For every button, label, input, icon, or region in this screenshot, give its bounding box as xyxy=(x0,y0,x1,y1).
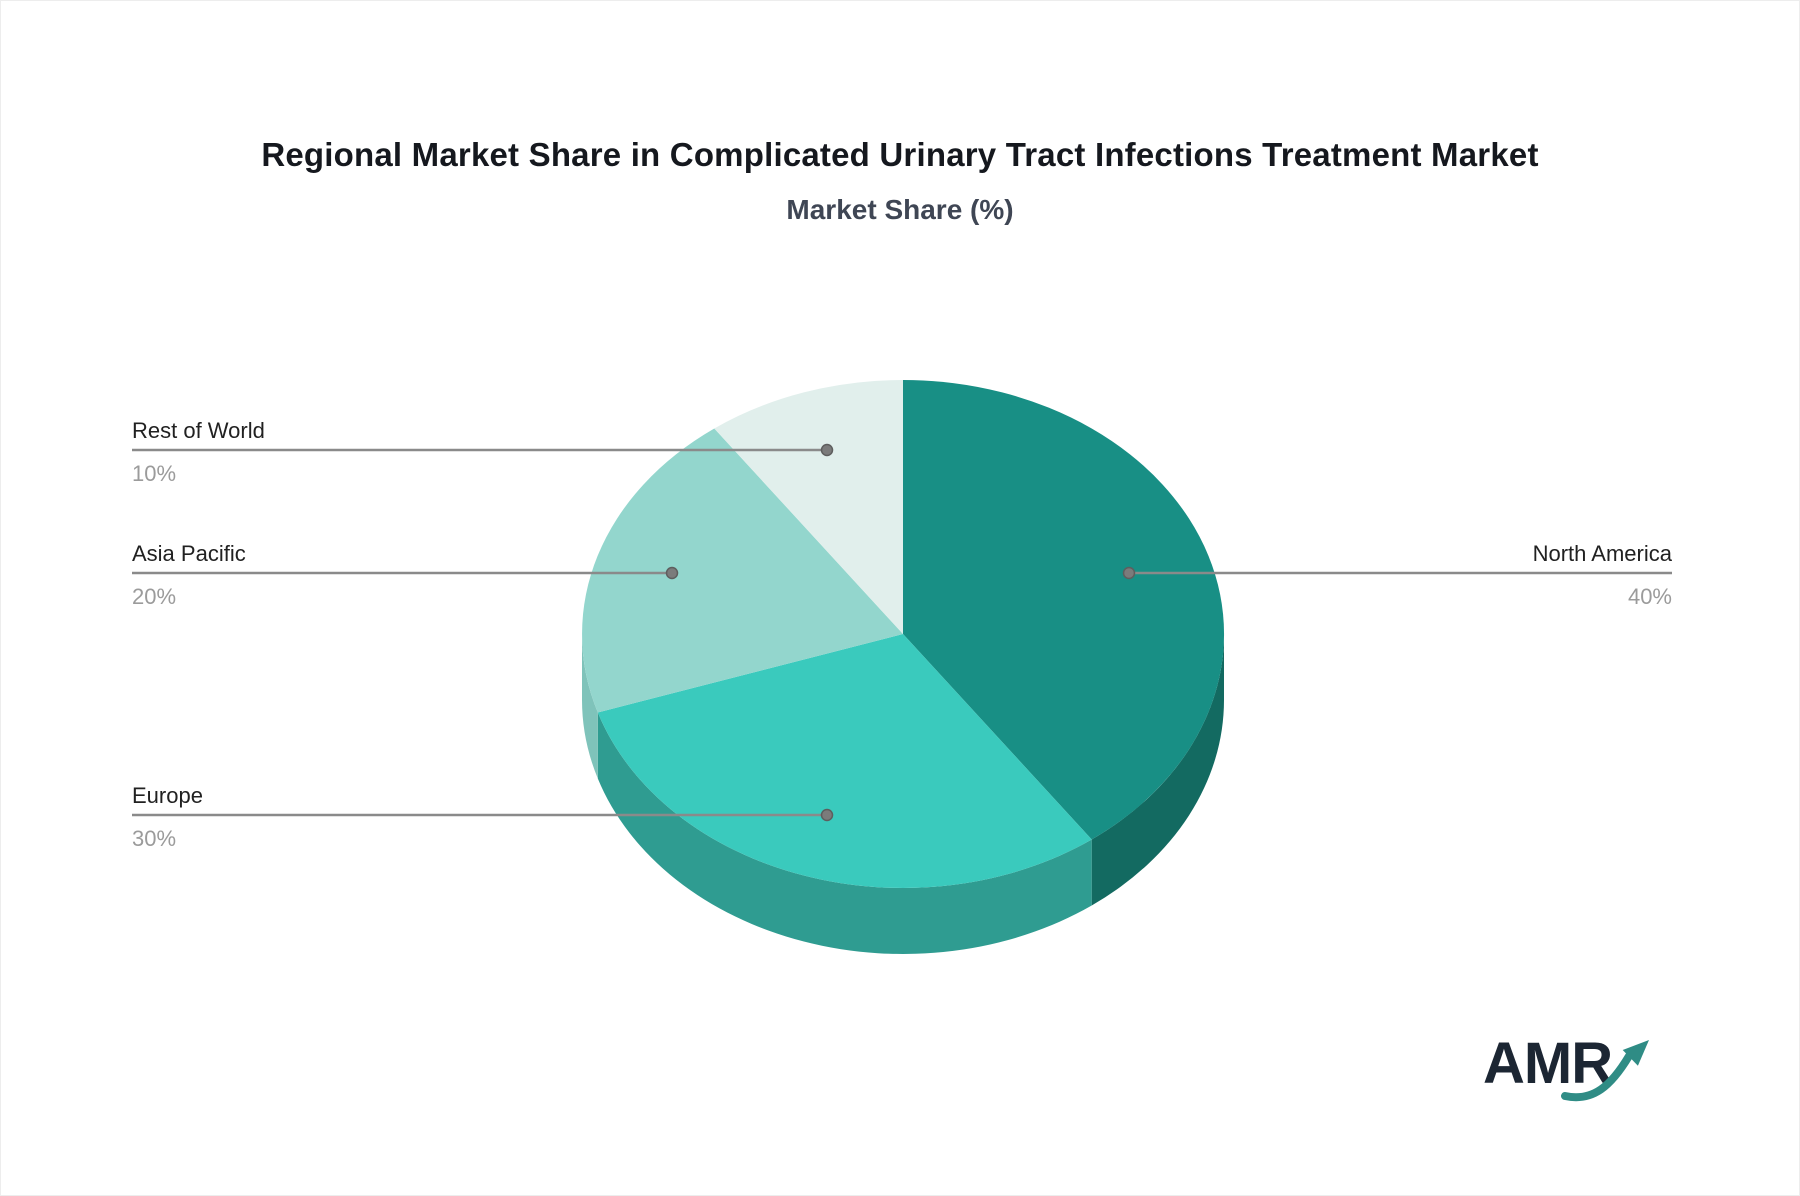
leader-dot-north-america xyxy=(1122,566,1136,580)
callout-label-rest-of-world: Rest of World xyxy=(132,418,265,443)
chart-title: Regional Market Share in Complicated Uri… xyxy=(261,136,1539,173)
callout-pct-north-america: 40% xyxy=(1627,584,1672,609)
callout-label-europe: Europe xyxy=(132,783,203,808)
leader-dot-europe xyxy=(820,808,834,822)
leader-dot-asia-pacific xyxy=(665,566,679,580)
pie-side-north-america xyxy=(1091,634,1224,906)
callout-pct-asia-pacific: 20% xyxy=(132,584,177,609)
leader-dot-rest-of-world xyxy=(820,443,834,457)
growth-arrow-icon xyxy=(1561,1040,1649,1102)
pie-slice-europe[interactable] xyxy=(597,634,1092,888)
pie-slice-north-america[interactable] xyxy=(903,380,1225,840)
callout-pct-rest-of-world: 10% xyxy=(132,461,177,486)
callout-label-asia-pacific: Asia Pacific xyxy=(132,541,246,566)
callout-pct-europe: 30% xyxy=(132,826,177,851)
chart-subtitle: Market Share (%) xyxy=(786,194,1014,225)
pie-slice-asia-pacific[interactable] xyxy=(582,428,903,713)
pie-side-asia-pacific xyxy=(582,634,598,779)
pie-slice-rest-of-world[interactable] xyxy=(714,380,903,634)
amr-logo-text: AMR xyxy=(1483,1031,1613,1096)
amr-logo: AMR xyxy=(1483,1031,1649,1102)
callout-label-north-america: North America xyxy=(1532,541,1672,566)
pie-side-europe xyxy=(597,712,1092,954)
